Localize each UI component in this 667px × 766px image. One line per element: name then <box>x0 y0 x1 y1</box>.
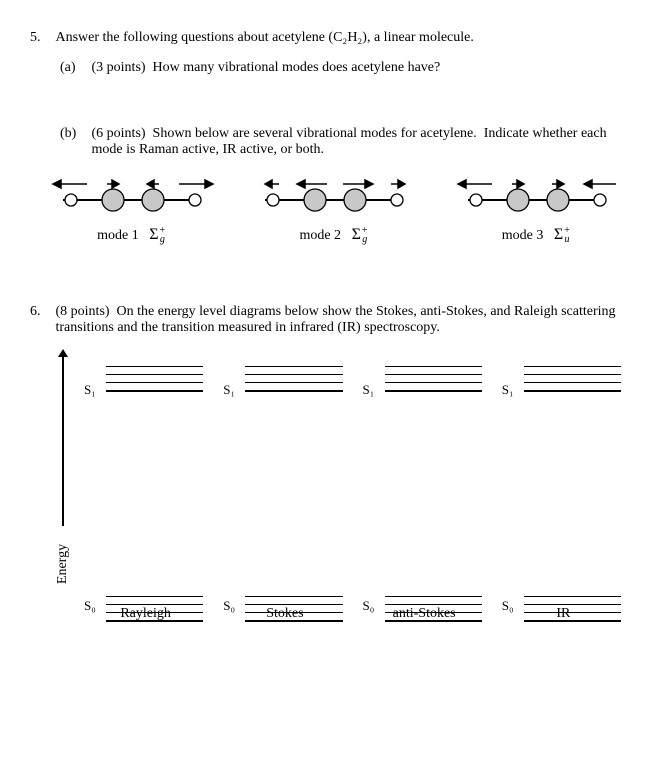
ir-levels: S₁ S₀ <box>498 366 629 596</box>
s1-lines <box>524 366 621 392</box>
mode1-label: mode 1 Σ+g <box>41 226 221 244</box>
energy-axis-label: Energy <box>55 544 71 584</box>
diagram-rayleigh: S₁ S₀ Rayleigh <box>80 366 211 622</box>
s0-label: S₀ <box>502 598 514 614</box>
s0-label: S₀ <box>84 598 96 614</box>
s1-label: S₁ <box>84 382 96 398</box>
s0-lines <box>106 596 203 622</box>
q5b-label: (b) <box>60 126 88 142</box>
s1-lines <box>106 366 203 392</box>
mode1-sub: g <box>160 235 166 244</box>
q5b-text: (6 points) Shown below are several vibra… <box>92 126 632 158</box>
s1-label: S₁ <box>502 382 514 398</box>
rayleigh-levels: S₁ S₀ <box>80 366 211 596</box>
mode1-main: Σ <box>149 226 158 243</box>
question-5: 5. Answer the following questions about … <box>30 30 637 244</box>
mode3-symbol: Σ+u <box>554 226 570 243</box>
mode3-diagram <box>446 170 626 220</box>
mode2-sub: g <box>362 235 368 244</box>
diagram-ir: S₁ S₀ IR <box>498 366 629 622</box>
q5a-label: (a) <box>60 60 88 76</box>
mode2-symbol: Σ+g <box>352 226 368 243</box>
q5-number: 5. <box>30 30 52 46</box>
s1-lines <box>385 366 482 392</box>
mode3-sub: u <box>564 235 570 244</box>
s0-lines <box>245 596 342 622</box>
modes-row: mode 1 Σ+g <box>30 170 637 244</box>
stokes-levels: S₁ S₀ <box>219 366 350 596</box>
energy-axis-line <box>62 356 64 526</box>
mode3-name: mode 3 <box>502 228 544 243</box>
mode3-main: Σ <box>554 226 563 243</box>
q5b: (b) (6 points) Shown below are several v… <box>60 126 637 158</box>
energy-axis: Energy <box>50 356 76 622</box>
mode1-name: mode 1 <box>97 228 139 243</box>
q6-stem: 6. (8 points) On the energy level diagra… <box>30 304 637 336</box>
q5-stem: 5. Answer the following questions about … <box>30 30 637 46</box>
diagram-stokes: S₁ S₀ Stokes <box>219 366 350 622</box>
mode-3: mode 3 Σ+u <box>446 170 626 244</box>
mode2-main: Σ <box>352 226 361 243</box>
mode1-diagram <box>41 170 221 220</box>
mode2-diagram <box>243 170 423 220</box>
mode-2: mode 2 Σ+g <box>243 170 423 244</box>
s1-label: S₁ <box>363 382 375 398</box>
diagram-antistokes: S₁ S₀ anti-Stokes <box>359 366 490 622</box>
mode-1: mode 1 Σ+g <box>41 170 221 244</box>
q5a: (a) (3 points) How many vibrational mode… <box>60 60 637 76</box>
mode1-symbol: Σ+g <box>149 226 165 243</box>
mode3-label: mode 3 Σ+u <box>446 226 626 244</box>
diagrams-row: Energy S₁ S₀ <box>50 356 637 622</box>
mode2-name: mode 2 <box>299 228 341 243</box>
s0-label: S₀ <box>223 598 235 614</box>
antistokes-levels: S₁ S₀ <box>359 366 490 596</box>
s0-lines <box>385 596 482 622</box>
s0-lines <box>524 596 621 622</box>
question-6: 6. (8 points) On the energy level diagra… <box>30 304 637 622</box>
q5a-text: (3 points) How many vibrational modes do… <box>92 60 632 76</box>
s1-lines <box>245 366 342 392</box>
q6-number: 6. <box>30 304 52 320</box>
mode2-label: mode 2 Σ+g <box>243 226 423 244</box>
q6-text: (8 points) On the energy level diagrams … <box>56 304 626 336</box>
s1-label: S₁ <box>223 382 235 398</box>
q5-text: Answer the following questions about ace… <box>56 30 626 46</box>
s0-label: S₀ <box>363 598 375 614</box>
